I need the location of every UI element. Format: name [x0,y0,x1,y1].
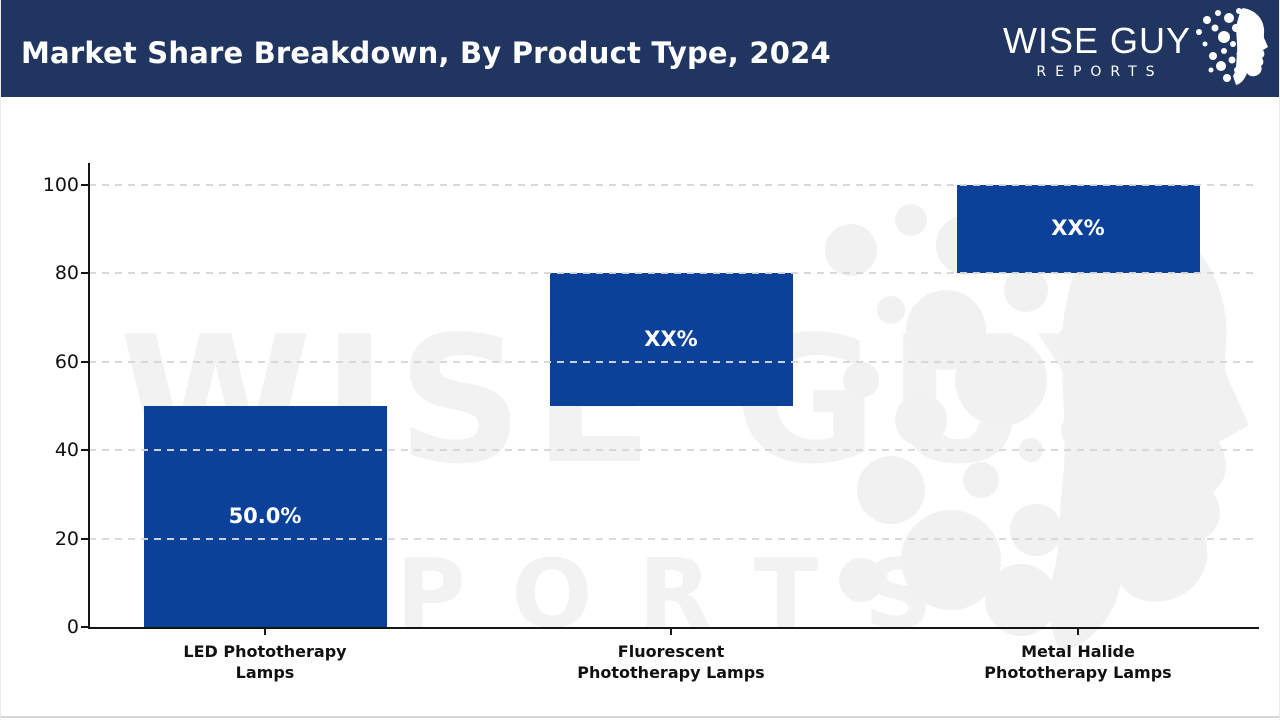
bar-value-label: 50.0% [228,503,302,528]
header-bar: Market Share Breakdown, By Product Type,… [1,0,1279,97]
y-tick-label: 60 [54,350,79,373]
brand-subname: REPORTS [1036,64,1164,80]
x-axis-line [88,627,1259,629]
waterfall-bar: XX% [956,185,1200,274]
brand-logo: WISE GUY REPORTS [1003,0,1269,97]
grid-line [89,537,1259,540]
brand-face-dots-icon [1196,8,1268,85]
x-category-label: Metal Halide Phototherapy Lamps [984,642,1172,682]
y-tick-label: 0 [66,616,79,638]
y-tick-mark [81,360,89,363]
waterfall-bar: XX% [549,273,793,406]
x-category-label: Fluorescent Phototherapy Lamps [577,642,765,682]
y-tick-label: 20 [54,527,79,550]
y-axis-line [88,163,90,629]
bottom-border-line [1,716,1279,718]
bar-value-label: XX% [644,326,698,351]
waterfall-bar: 50.0% [143,406,387,627]
brand-logo-text: WISE GUY REPORTS [1003,20,1191,80]
y-tick-label: 100 [42,174,79,196]
grid-line [89,184,1259,186]
bar-value-label: XX% [1051,216,1105,241]
chart-title: Market Share Breakdown, By Product Type,… [21,36,831,70]
y-tick-mark [81,272,89,275]
y-tick-mark [81,626,89,628]
x-tick-mark [670,627,672,635]
x-tick-mark [1077,627,1079,635]
y-tick-label: 80 [54,262,79,285]
grid-line [89,272,1259,275]
grid-line [89,449,1259,452]
y-tick-mark [81,537,89,540]
x-tick-mark [264,627,266,635]
grid-line [89,360,1259,363]
brand-name: WISE GUY [1002,20,1191,61]
y-tick-mark [81,449,89,452]
x-category-label: LED Phototherapy Lamps [183,642,347,682]
waterfall-plot-area: 0 20 40 60 80 100 50.0% XX% XX% LED Phototherapy … [1,97,1279,720]
y-tick-label: 40 [54,439,79,462]
y-tick-mark [81,184,89,186]
